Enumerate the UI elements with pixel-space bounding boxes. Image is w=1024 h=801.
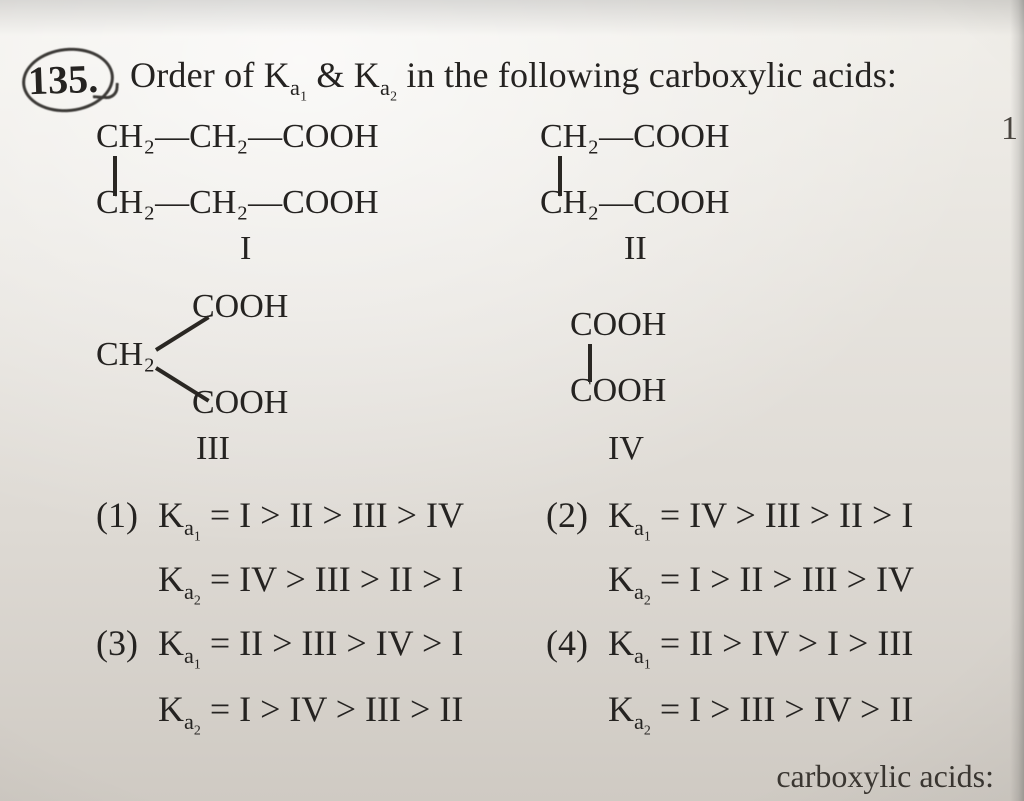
opt1-K1n: 1	[194, 529, 201, 544]
opt3-rest2: = I > IV > III > II	[201, 689, 463, 729]
option-2-line2: Ka2 = I > II > III > IV	[608, 558, 914, 601]
structure-IV-top: COOH	[570, 308, 666, 342]
structure-III-center: CH₂	[96, 338, 155, 372]
opt1-K2a: a	[184, 579, 194, 604]
top-shadow	[0, 0, 1024, 36]
opt3-K1n: 1	[194, 657, 201, 672]
qtext-amp: & K	[307, 55, 380, 95]
opt4-K1a: a	[634, 643, 644, 668]
qtext-part2: in the following carboxylic acids:	[397, 55, 897, 95]
option-2-line1: Ka1 = IV > III > II > I	[608, 494, 913, 537]
option-2-number: (2)	[546, 494, 588, 536]
structure-I-line1: CH₂—CH₂—COOH	[96, 120, 379, 154]
opt2-K2: K	[608, 559, 634, 599]
question-text: Order of Ka1 & Ka2 in the following carb…	[130, 54, 897, 97]
structure-II-line2: CH₂—COOH	[540, 186, 729, 220]
opt2-K1a: a	[634, 515, 644, 540]
opt2-K1: K	[608, 495, 634, 535]
structure-II-label: II	[624, 230, 647, 268]
opt3-K2: K	[158, 689, 184, 729]
option-1-line2: Ka2 = IV > III > II > I	[158, 558, 463, 601]
opt3-rest1: = II > III > IV > I	[201, 623, 463, 663]
opt4-K2: K	[608, 689, 634, 729]
opt4-rest1: = II > IV > I > III	[651, 623, 913, 663]
opt2-K2a: a	[634, 579, 644, 604]
opt1-K2: K	[158, 559, 184, 599]
qtext-part1: Order of K	[130, 55, 290, 95]
option-3-number: (3)	[96, 622, 138, 664]
opt4-K1: K	[608, 623, 634, 663]
opt4-rest2: = I > III > IV > II	[651, 689, 913, 729]
qtext-sub-a2: a	[380, 75, 390, 100]
structure-III-bottom: COOH	[192, 386, 288, 420]
right-page-edge-shadow	[1010, 0, 1024, 801]
page-scan: 135. Order of Ka1 & Ka2 in the following…	[0, 0, 1024, 801]
structure-I-label: I	[240, 230, 251, 268]
option-3-line2: Ka2 = I > IV > III > II	[158, 688, 463, 731]
opt3-K2n: 2	[194, 723, 201, 738]
opt2-K2n: 2	[644, 593, 651, 608]
structure-IV-bottom: COOH	[570, 374, 666, 408]
opt3-K2a: a	[184, 709, 194, 734]
opt1-K2n: 2	[194, 593, 201, 608]
opt4-K2n: 2	[644, 723, 651, 738]
structure-II-line1: CH₂—COOH	[540, 120, 729, 154]
option-4-number: (4)	[546, 622, 588, 664]
structure-III-label: III	[196, 430, 230, 468]
option-3-line1: Ka1 = II > III > IV > I	[158, 622, 463, 665]
opt4-K2a: a	[634, 709, 644, 734]
option-1-number: (1)	[96, 494, 138, 536]
opt2-rest1: = IV > III > II > I	[651, 495, 913, 535]
opt1-K1: K	[158, 495, 184, 535]
question-number: 135.	[27, 55, 99, 104]
opt1-rest2: = IV > III > II > I	[201, 559, 463, 599]
option-4-line1: Ka1 = II > IV > I > III	[608, 622, 913, 665]
option-4-line2: Ka2 = I > III > IV > II	[608, 688, 913, 731]
opt2-K1n: 1	[644, 529, 651, 544]
opt3-K1: K	[158, 623, 184, 663]
opt4-K1n: 1	[644, 657, 651, 672]
option-1-line1: Ka1 = I > II > III > IV	[158, 494, 464, 537]
structure-III-bond-up	[155, 315, 210, 351]
opt1-K1a: a	[184, 515, 194, 540]
opt1-rest1: = I > II > III > IV	[201, 495, 464, 535]
opt3-K1a: a	[184, 643, 194, 668]
trailing-next-question: carboxylic acids:	[776, 758, 994, 795]
structure-IV-label: IV	[608, 430, 644, 468]
qtext-sub-a1: a	[290, 75, 300, 100]
structure-I-line2: CH₂—CH₂—COOH	[96, 186, 379, 220]
opt2-rest2: = I > II > III > IV	[651, 559, 914, 599]
